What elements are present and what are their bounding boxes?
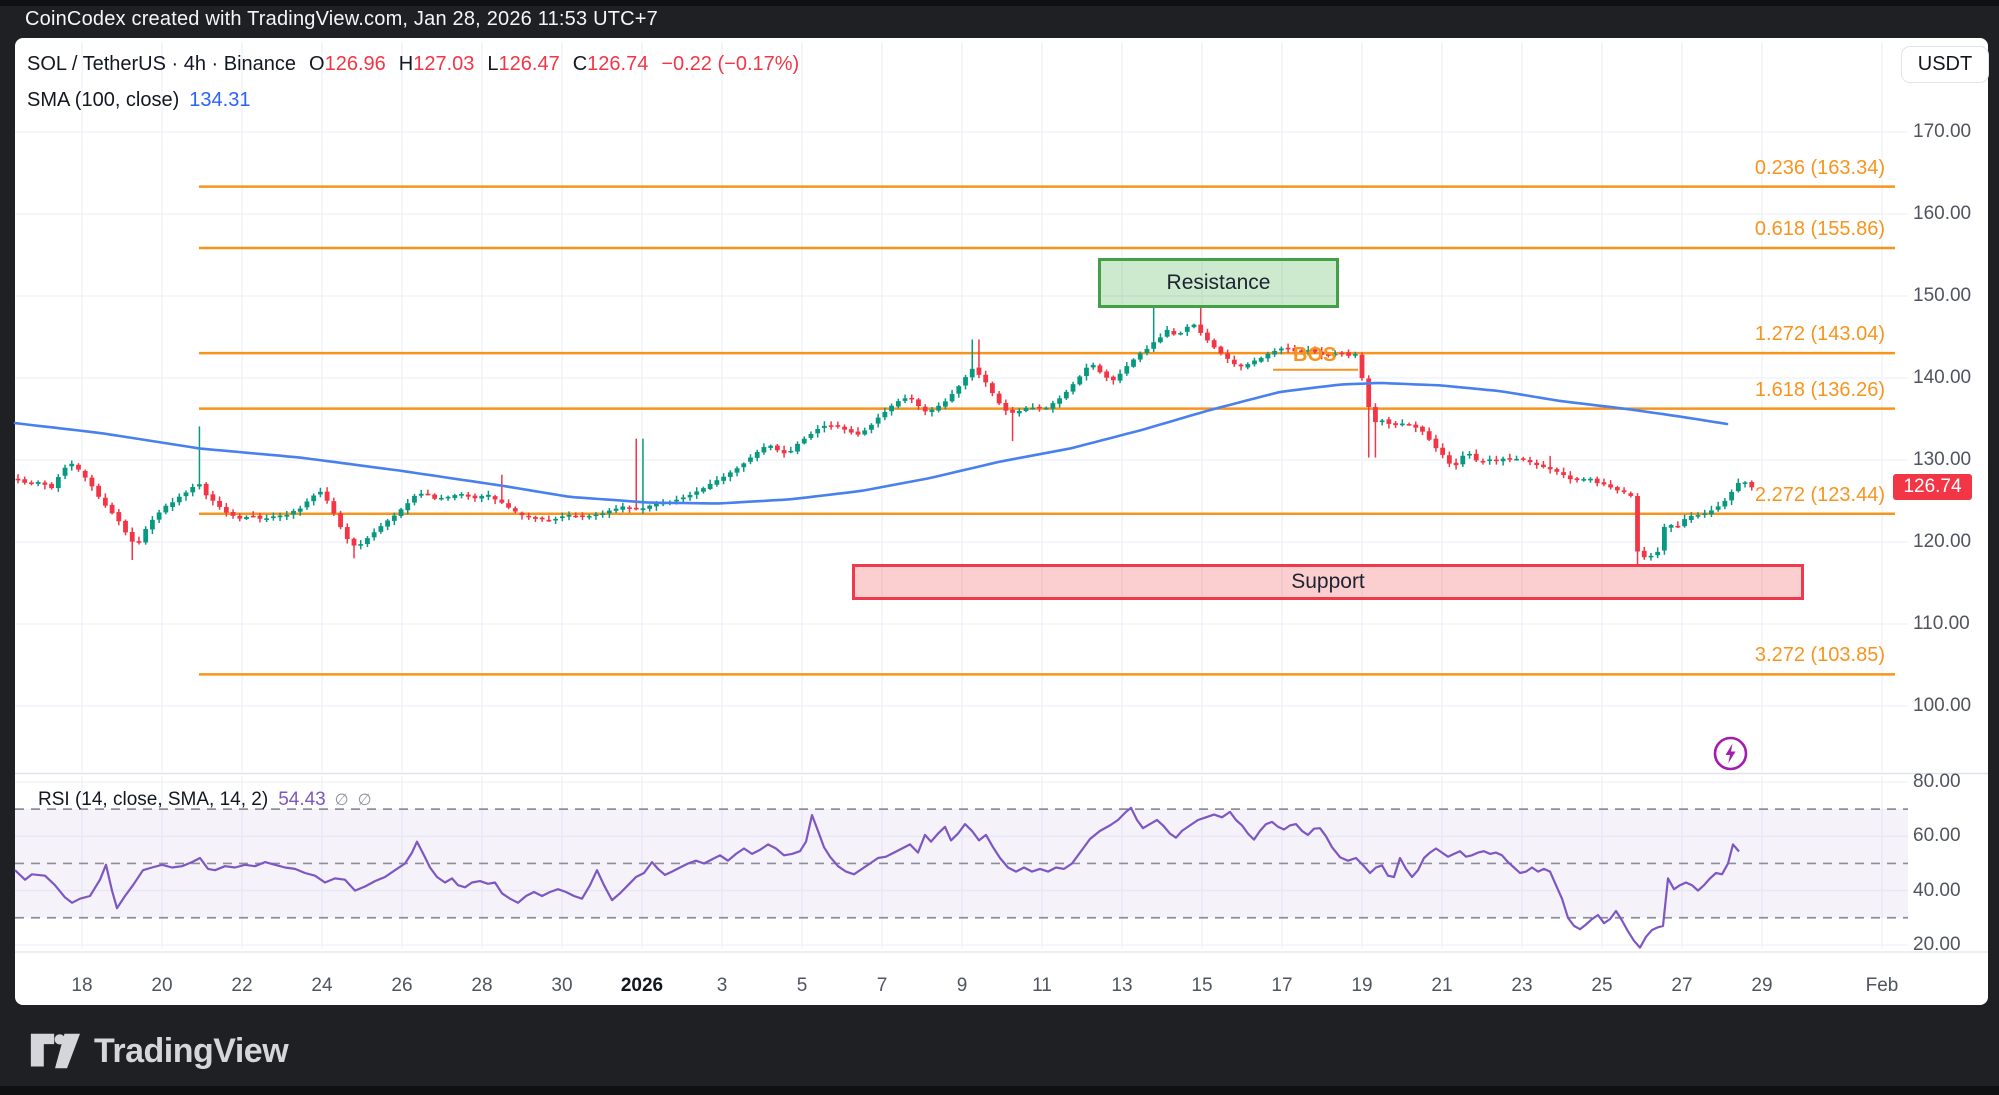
price-axis-tick[interactable]: 160.00 bbox=[1913, 203, 1972, 224]
time-axis-tick[interactable]: 28 bbox=[471, 975, 493, 996]
lightning-action-button[interactable] bbox=[1712, 735, 1749, 772]
open-value: 126.96 bbox=[324, 53, 386, 75]
low-label: L bbox=[487, 53, 499, 75]
high-value: 127.03 bbox=[413, 53, 475, 75]
rsi-axis-tick[interactable]: 80.00 bbox=[1913, 771, 1961, 792]
change-value: −0.22 (−0.17%) bbox=[661, 53, 800, 75]
currency-toggle-button[interactable]: USDT bbox=[1901, 46, 1989, 83]
rsi-line bbox=[14, 806, 1740, 949]
symbol-legend: SOL / TetherUS · 4h · Binance O126.96 H127… bbox=[27, 53, 799, 76]
time-axis-tick[interactable]: 19 bbox=[1351, 975, 1373, 996]
top-edge-strip bbox=[0, 0, 1999, 6]
rsi-value: 54.43 bbox=[278, 789, 326, 810]
price-axis-tick[interactable]: 120.00 bbox=[1913, 531, 1972, 552]
sma-line bbox=[13, 381, 1729, 505]
time-axis-tick[interactable]: 26 bbox=[391, 975, 413, 996]
sma-value: 134.31 bbox=[189, 89, 251, 111]
time-axis-tick[interactable]: 17 bbox=[1271, 975, 1293, 996]
rsi-axis-tick[interactable]: 40.00 bbox=[1913, 879, 1961, 901]
time-axis-tick[interactable]: 20 bbox=[151, 975, 173, 996]
price-axis-tick[interactable]: 150.00 bbox=[1913, 285, 1972, 306]
time-axis-tick[interactable]: 25 bbox=[1591, 975, 1613, 996]
high-label: H bbox=[398, 53, 414, 75]
price-axis-tick[interactable]: 140.00 bbox=[1913, 367, 1972, 388]
sma-legend: SMA (100, close) 134.31 bbox=[27, 89, 250, 112]
low-value: 126.47 bbox=[498, 53, 560, 75]
time-axis-tick[interactable]: 27 bbox=[1671, 975, 1693, 996]
footer-bar bbox=[0, 1005, 1999, 1095]
gridlines bbox=[15, 42, 1908, 948]
time-axis-tick[interactable]: 5 bbox=[796, 975, 808, 996]
symbol-title: SOL / TetherUS · 4h · Binance bbox=[27, 53, 297, 75]
time-axis-tick[interactable]: 2026 bbox=[620, 975, 664, 996]
fib-retracement-lines[interactable] bbox=[199, 185, 1895, 676]
price-axis-tick[interactable]: 100.00 bbox=[1913, 695, 1972, 716]
sma-label: SMA (100, close) bbox=[27, 89, 180, 111]
rsi-settings-icon[interactable]: ∅ bbox=[357, 792, 372, 809]
open-label: O bbox=[309, 53, 325, 75]
time-axis-tick[interactable]: 13 bbox=[1111, 975, 1133, 996]
time-axis-tick[interactable]: 9 bbox=[956, 975, 968, 996]
resistance-label: Resistance bbox=[1166, 271, 1271, 294]
rsi-axis-tick[interactable]: 60.00 bbox=[1913, 825, 1961, 847]
time-axis-tick[interactable]: 30 bbox=[551, 975, 573, 996]
rsi-label: RSI (14, close, SMA, 14, 2) bbox=[38, 789, 269, 810]
chart-panel bbox=[15, 38, 1988, 1005]
bos-annotation: BOS bbox=[1293, 344, 1337, 366]
tradingview-logo-text: TradingView bbox=[94, 1031, 289, 1070]
attribution-text: CoinCodex created with TradingView.com, … bbox=[25, 8, 658, 30]
fib-level-label: 0.236 (163.34) bbox=[1754, 156, 1885, 179]
time-axis-tick[interactable]: 29 bbox=[1751, 975, 1773, 996]
rsi-legend: RSI (14, close, SMA, 14, 2) 54.43 ∅ ∅ bbox=[38, 789, 372, 811]
time-axis-tick[interactable]: 11 bbox=[1032, 975, 1052, 996]
price-axis-tick[interactable]: 130.00 bbox=[1913, 449, 1972, 470]
close-label: C bbox=[572, 53, 588, 75]
fib-level-label: 2.272 (123.44) bbox=[1754, 483, 1885, 506]
tradingview-logo[interactable]: TradingView bbox=[30, 1030, 289, 1072]
time-axis-tick[interactable]: 3 bbox=[716, 975, 728, 996]
time-axis-tick[interactable]: 21 bbox=[1431, 975, 1453, 996]
time-axis-tick[interactable]: 24 bbox=[311, 975, 333, 996]
time-axis-tick[interactable]: 7 bbox=[876, 975, 888, 996]
rsi-hide-icon[interactable]: ∅ bbox=[334, 792, 349, 809]
resistance-zone-box[interactable]: Resistance bbox=[1098, 258, 1339, 308]
bottom-edge-strip bbox=[0, 1086, 1999, 1095]
price-axis-tick[interactable]: 110.00 bbox=[1913, 613, 1970, 634]
time-axis-tick[interactable]: 22 bbox=[231, 975, 253, 996]
close-value: 126.74 bbox=[587, 53, 649, 75]
support-label: Support bbox=[1291, 570, 1365, 593]
top-attribution-bar bbox=[0, 0, 1999, 38]
time-axis-tick[interactable]: 23 bbox=[1511, 975, 1533, 996]
fib-level-label: 1.272 (143.04) bbox=[1754, 323, 1885, 346]
fib-level-label: 3.272 (103.85) bbox=[1754, 644, 1885, 667]
last-price-badge: 126.74 bbox=[1893, 474, 1972, 500]
tradingview-logo-icon bbox=[30, 1033, 80, 1069]
candlestick-series bbox=[15, 305, 1755, 565]
price-axis-tick[interactable]: 170.00 bbox=[1913, 121, 1972, 142]
fib-level-label: 0.618 (155.86) bbox=[1754, 217, 1885, 240]
time-axis-tick[interactable]: 15 bbox=[1191, 975, 1213, 996]
time-axis-tick[interactable]: Feb bbox=[1865, 975, 1899, 996]
fib-level-label: 1.618 (136.26) bbox=[1754, 378, 1885, 401]
support-zone-box[interactable]: Support bbox=[852, 564, 1804, 600]
rsi-axis-tick[interactable]: 20.00 bbox=[1913, 933, 1961, 955]
time-axis-tick[interactable]: 18 bbox=[71, 975, 93, 996]
